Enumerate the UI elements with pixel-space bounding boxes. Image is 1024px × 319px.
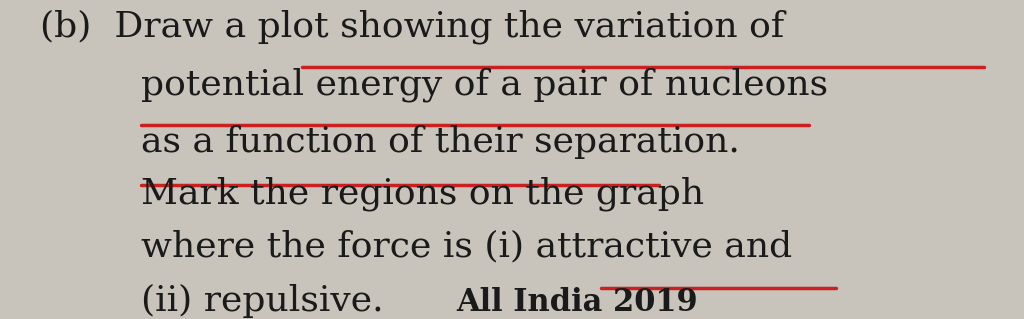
Text: (b)  Draw a plot showing the variation of: (b) Draw a plot showing the variation of — [40, 9, 784, 44]
Text: where the force is (i) attractive and: where the force is (i) attractive and — [141, 229, 793, 263]
Text: All India 2019: All India 2019 — [456, 287, 697, 318]
Text: potential energy of a pair of nucleons: potential energy of a pair of nucleons — [141, 67, 828, 101]
Text: (ii) repulsive.: (ii) repulsive. — [141, 284, 384, 318]
Text: as a function of their separation.: as a function of their separation. — [141, 125, 740, 159]
Text: Mark the regions on the graph: Mark the regions on the graph — [141, 177, 705, 211]
